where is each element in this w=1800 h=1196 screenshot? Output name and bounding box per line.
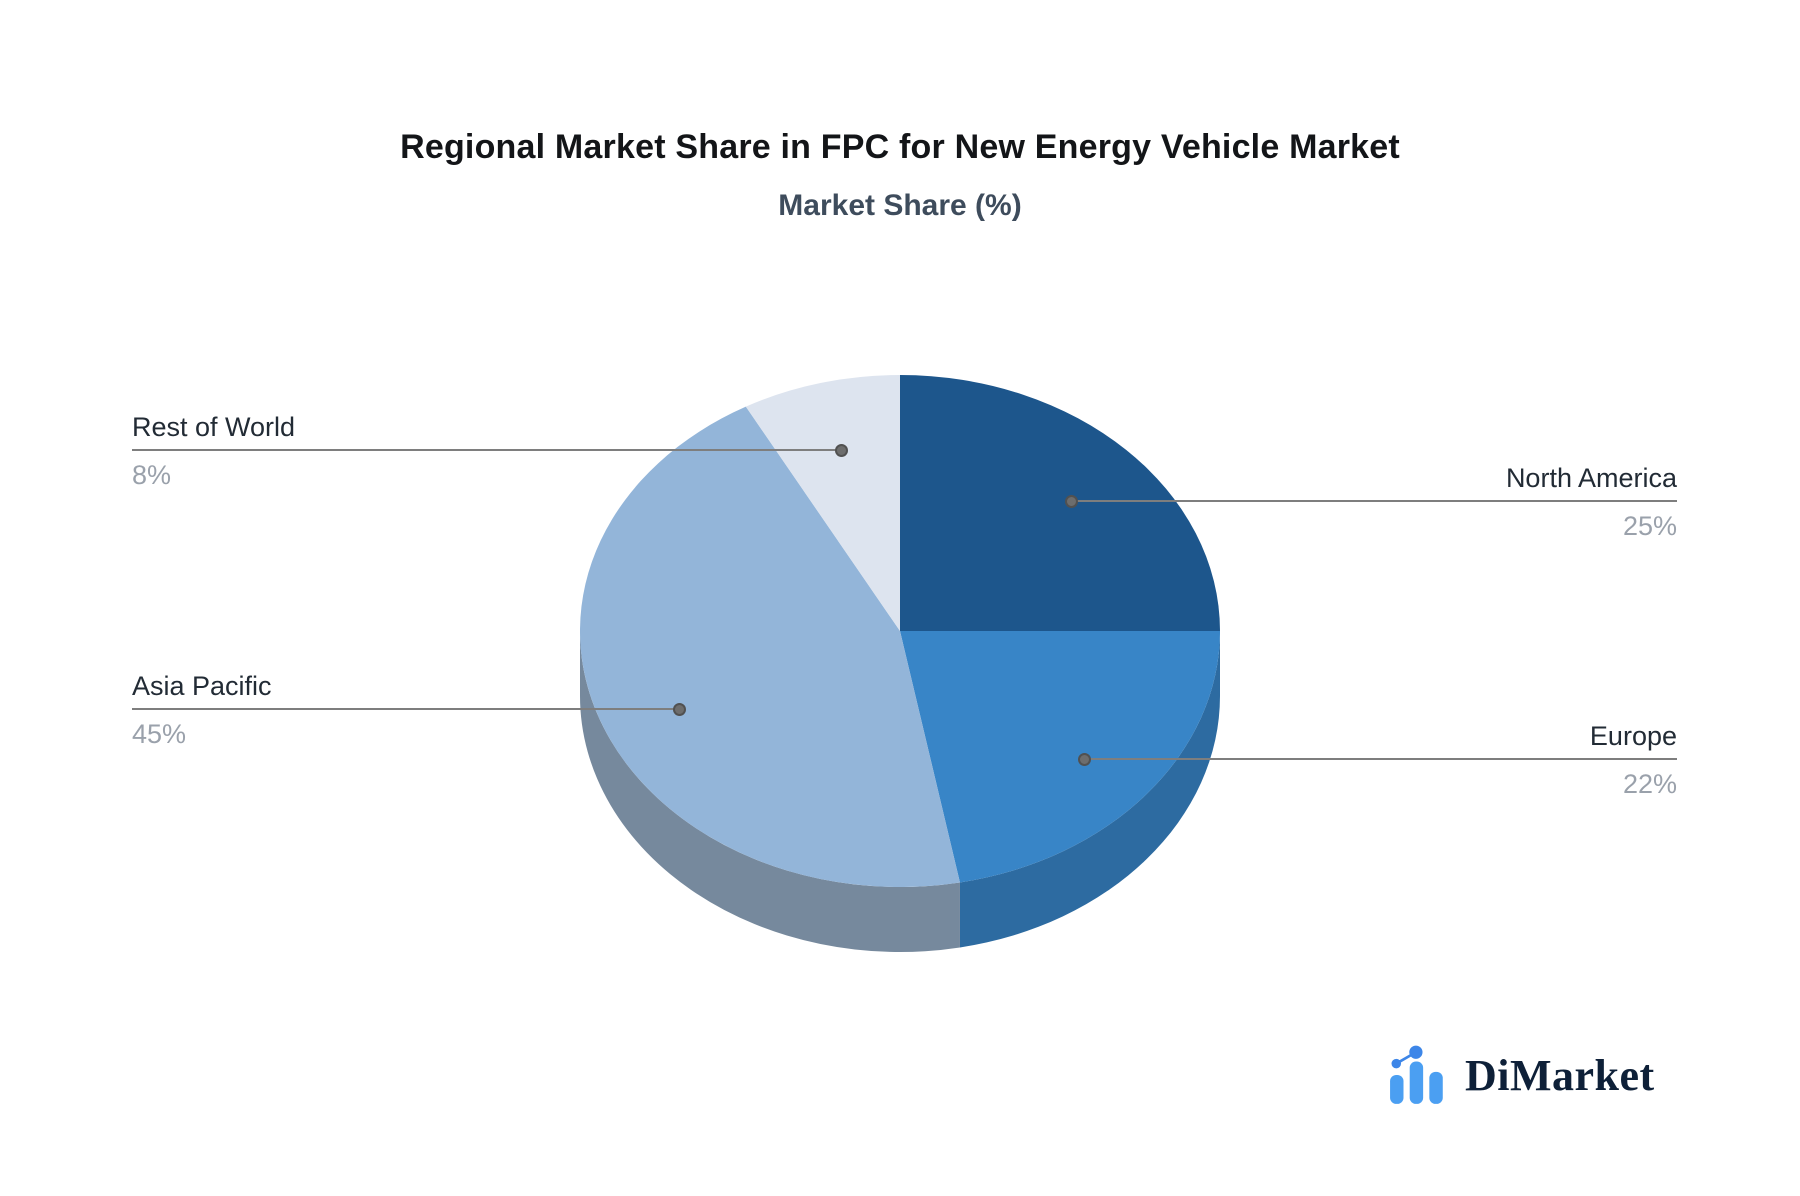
slice-label: North America xyxy=(1505,463,1677,493)
chart-subtitle: Market Share (%) xyxy=(778,189,1022,222)
leader-dot xyxy=(1065,495,1078,508)
leader-dot xyxy=(1078,753,1091,766)
slice-value: 45% xyxy=(132,719,187,749)
leader-line xyxy=(1065,495,1677,508)
slice-label: Rest of World xyxy=(132,412,296,442)
callout-asia-pacific: Asia Pacific 45% xyxy=(132,671,686,750)
slice-label: Europe xyxy=(1589,721,1677,751)
pie-slice-asia-pacific xyxy=(580,406,960,887)
callout-rest-of-world: Rest of World 8% xyxy=(132,412,848,491)
callout-north-america: North America 25% xyxy=(1065,463,1677,542)
slice-label: Asia Pacific xyxy=(132,671,272,701)
pie-slice-rest-of-world xyxy=(745,375,900,631)
bar-chart-trend-icon xyxy=(1390,1045,1443,1104)
slice-value: 8% xyxy=(132,460,172,490)
brand-name: DiMarket xyxy=(1465,1051,1655,1100)
brand-logo: DiMarket xyxy=(1388,1042,1655,1110)
leader-line xyxy=(132,703,686,716)
leader-dot xyxy=(673,703,686,716)
callout-europe: Europe 22% xyxy=(1078,721,1677,800)
leader-line xyxy=(132,444,848,457)
leader-dot xyxy=(835,444,848,457)
pie-slice-north-america xyxy=(900,375,1220,631)
pie-slice-side-europe xyxy=(959,631,1220,948)
slice-value: 22% xyxy=(1622,769,1677,799)
pie-slice-side-asia-pacific xyxy=(580,631,960,952)
slice-value: 25% xyxy=(1622,511,1677,541)
pie-slice-europe xyxy=(900,631,1220,883)
leader-line xyxy=(1078,753,1677,766)
chart-title: Regional Market Share in FPC for New Ene… xyxy=(400,128,1400,166)
